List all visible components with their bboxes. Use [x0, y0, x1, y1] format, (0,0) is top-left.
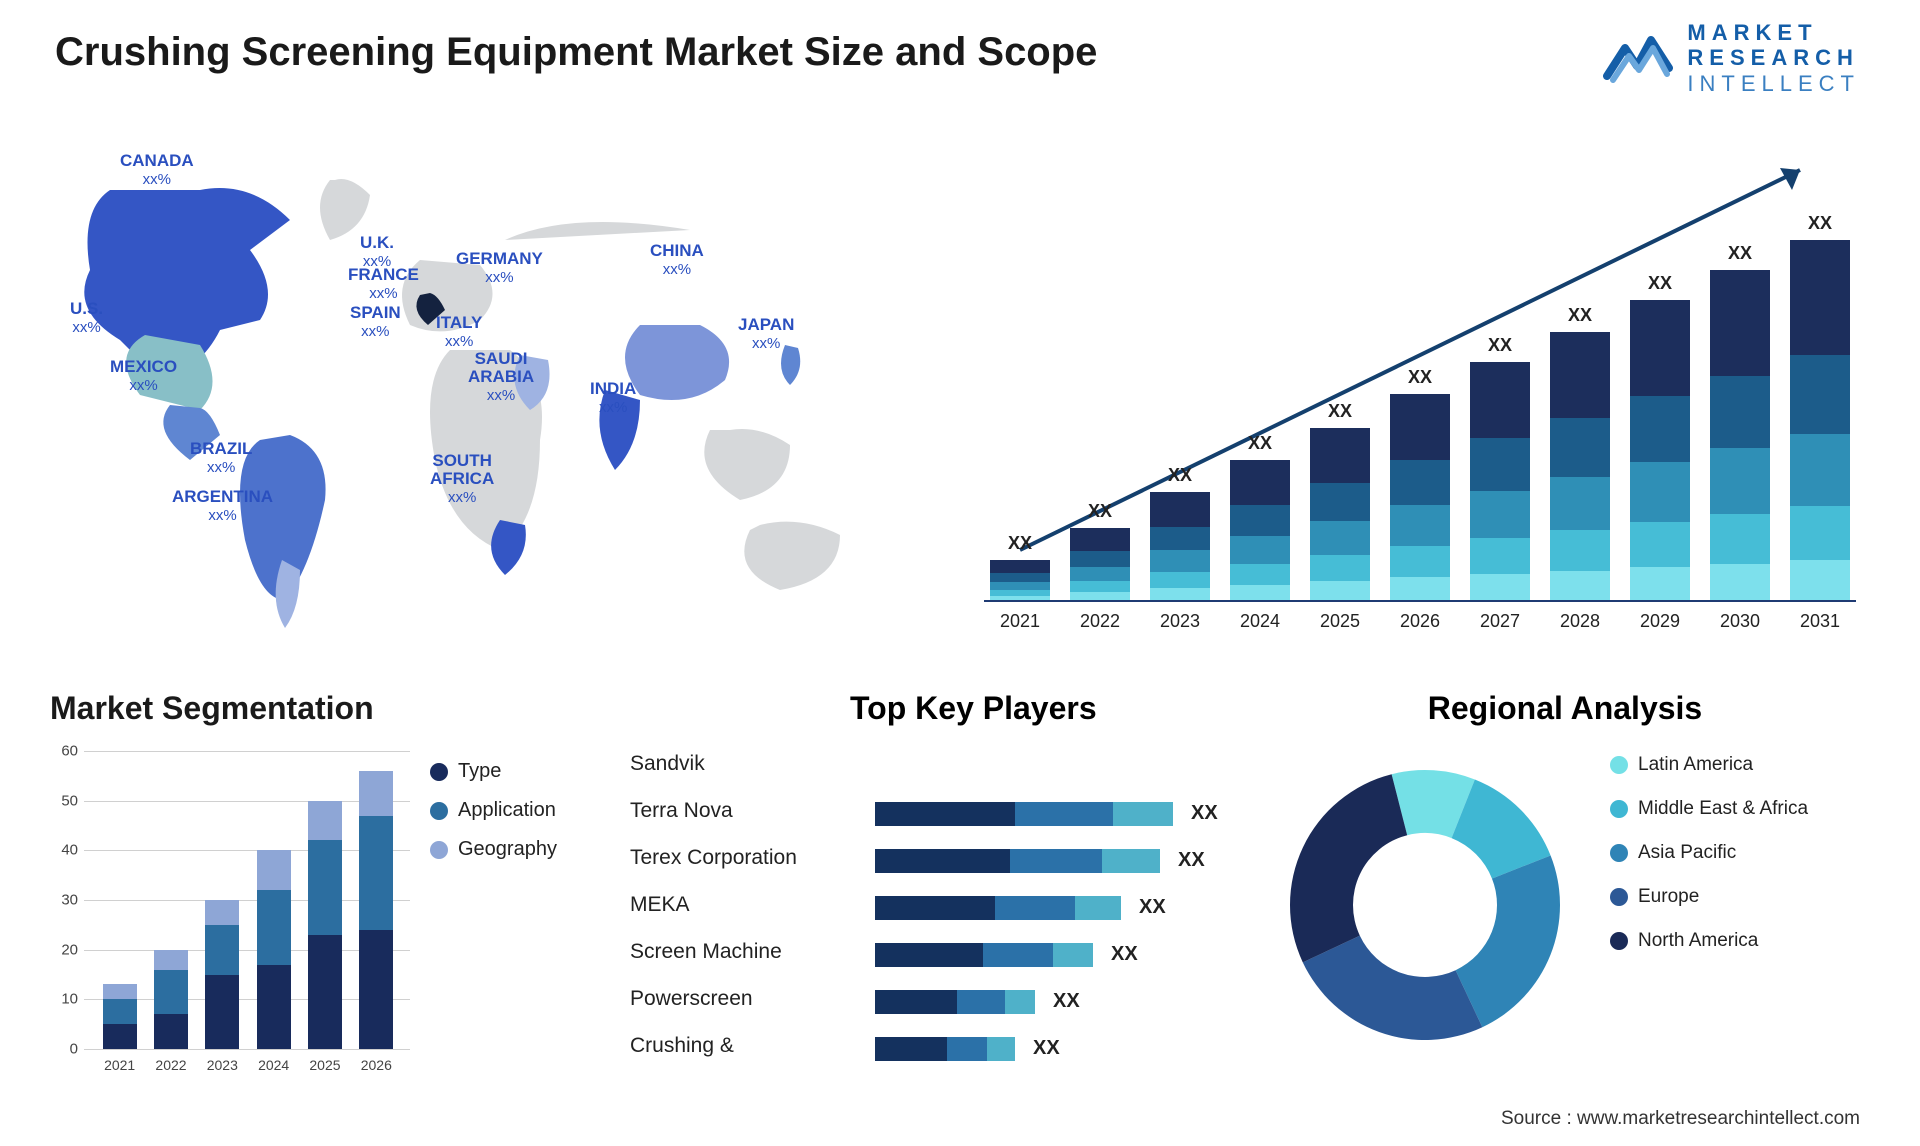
growth-bar-2024: XX: [1230, 433, 1290, 600]
page-title: Crushing Screening Equipment Market Size…: [55, 30, 1097, 75]
legend-item-type: Type: [430, 760, 557, 783]
seg-bar-2022: [154, 950, 188, 1049]
map-label-india: INDIAxx%: [590, 380, 636, 416]
player-bar-row: XX: [875, 884, 1280, 931]
region-legend-item: Middle East & Africa: [1610, 798, 1808, 820]
map-label-germany: GERMANYxx%: [456, 250, 543, 286]
player-name: Sandvik: [630, 740, 870, 787]
growth-bar-2025: XX: [1310, 401, 1370, 600]
donut-slice-north-america: [1290, 774, 1407, 962]
player-bar-row: XX: [875, 837, 1280, 884]
growth-bar-2029: XX: [1630, 273, 1690, 600]
regional-donut: [1270, 750, 1580, 1060]
segmentation-title: Market Segmentation: [50, 690, 610, 727]
region-legend-item: Latin America: [1610, 754, 1808, 776]
growth-bar-2023: XX: [1150, 465, 1210, 600]
player-bar-row: XX: [875, 1025, 1280, 1072]
map-label-france: FRANCExx%: [348, 266, 419, 302]
legend-item-application: Application: [430, 799, 557, 822]
world-map-panel: CANADAxx% U.S.xx%MEXICOxx% BRAZILxx% ARGENT…: [50, 130, 920, 650]
logo-line3: INTELLECT: [1687, 71, 1860, 96]
player-name: MEKA: [630, 881, 870, 928]
logo-line1: MARKET: [1687, 20, 1860, 45]
seg-bar-2023: [205, 900, 239, 1049]
region-legend-item: North America: [1610, 930, 1808, 952]
seg-bar-2025: [308, 801, 342, 1049]
map-label-argentina: ARGENTINAxx%: [172, 488, 273, 524]
key-players-names: SandvikTerra NovaTerex CorporationMEKASc…: [630, 740, 870, 1069]
regional-title: Regional Analysis: [1270, 690, 1860, 727]
growth-chart: XXXXXXXXXXXXXXXXXXXXXX 20212022202320242…: [990, 150, 1850, 640]
player-bar-row: XX: [875, 790, 1280, 837]
map-label-saudi-arabia: SAUDIARABIAxx%: [468, 350, 534, 404]
logo-icon: [1603, 28, 1673, 88]
player-name: Terex Corporation: [630, 834, 870, 881]
key-players-title: Top Key Players: [850, 690, 1097, 727]
player-bar-row: XX: [875, 931, 1280, 978]
donut-slice-asia-pacific: [1456, 855, 1560, 1027]
seg-bar-2021: [103, 984, 137, 1049]
map-label-mexico: MEXICOxx%: [110, 358, 177, 394]
segmentation-legend: Type Application Geography: [430, 760, 557, 877]
seg-bar-2026: [359, 771, 393, 1049]
brand-logo: MARKET RESEARCH INTELLECT: [1603, 20, 1860, 96]
regional-panel: Regional Analysis Latin America Middle Ea…: [1270, 690, 1860, 1090]
map-label-china: CHINAxx%: [650, 242, 704, 278]
map-label-brazil: BRAZILxx%: [190, 440, 252, 476]
map-label-u-s-: U.S.xx%: [70, 300, 103, 336]
player-name: Powerscreen: [630, 975, 870, 1022]
key-players-panel: Top Key Players SandvikTerra NovaTerex C…: [630, 690, 1280, 1100]
growth-bar-2027: XX: [1470, 335, 1530, 600]
growth-bar-2030: XX: [1710, 243, 1770, 600]
map-label-south-africa: SOUTHAFRICAxx%: [430, 452, 494, 506]
player-name: Terra Nova: [630, 787, 870, 834]
donut-slice-europe: [1303, 936, 1483, 1040]
region-legend-item: Europe: [1610, 886, 1808, 908]
growth-bar-2021: XX: [990, 533, 1050, 600]
map-label-italy: ITALYxx%: [436, 314, 482, 350]
region-legend-item: Asia Pacific: [1610, 842, 1808, 864]
player-bar-row: XX: [875, 978, 1280, 1025]
logo-line2: RESEARCH: [1687, 45, 1860, 70]
seg-bar-2024: [257, 850, 291, 1049]
segmentation-panel: Market Segmentation 0102030405060 202120…: [50, 690, 610, 1090]
regional-legend: Latin America Middle East & Africa Asia Pa…: [1610, 754, 1808, 974]
source-attribution: Source : www.marketresearchintellect.com: [1501, 1108, 1860, 1130]
player-name: Screen Machine: [630, 928, 870, 975]
growth-bar-2028: XX: [1550, 305, 1610, 600]
map-label-spain: SPAINxx%: [350, 304, 401, 340]
key-players-bars: XXXXXXXXXXXX: [875, 790, 1280, 1072]
legend-item-geography: Geography: [430, 838, 557, 861]
map-label-canada: CANADAxx%: [120, 152, 194, 188]
segmentation-chart: 0102030405060 202120222023202420252026: [50, 745, 410, 1075]
growth-bar-2022: XX: [1070, 501, 1130, 600]
map-label-japan: JAPANxx%: [738, 316, 794, 352]
player-name: Crushing &: [630, 1022, 870, 1069]
growth-bar-2026: XX: [1390, 367, 1450, 600]
growth-bar-2031: XX: [1790, 213, 1850, 600]
